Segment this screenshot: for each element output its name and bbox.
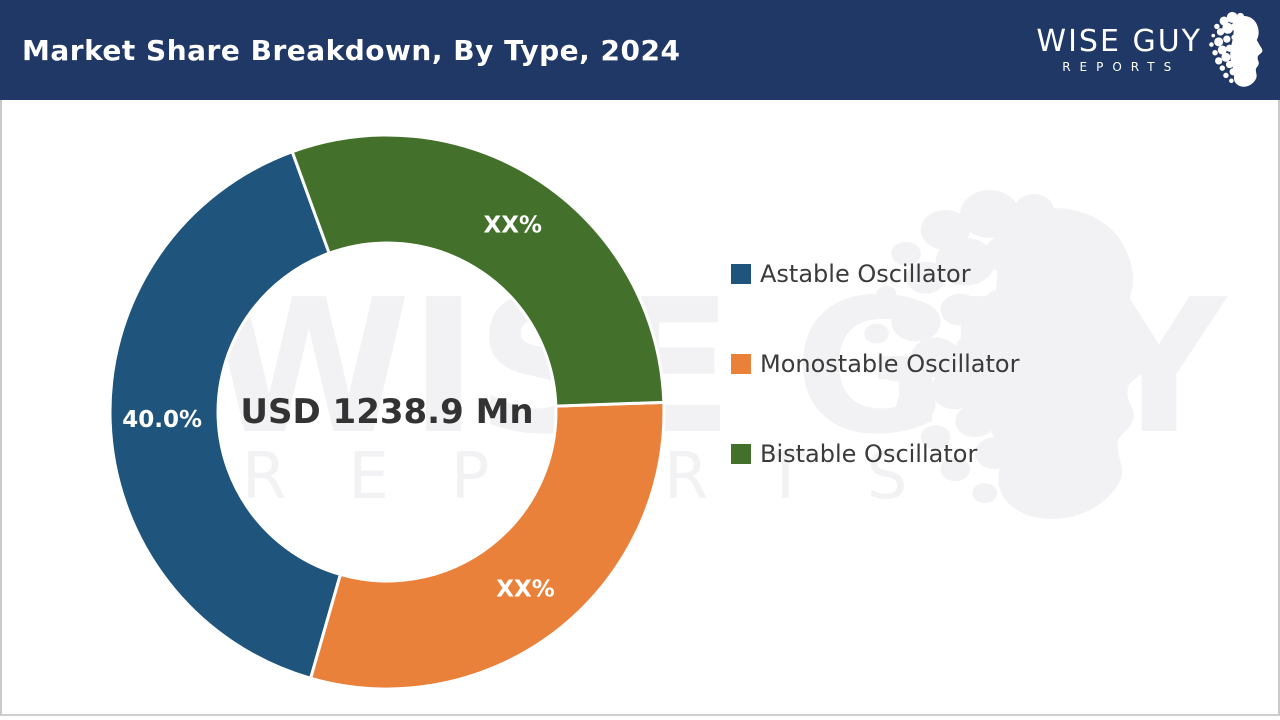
logo-wordmark: WISE GUY [1036,24,1202,59]
legend-label: Astable Oscillator [760,260,971,288]
legend-label: Bistable Oscillator [760,440,978,468]
wise-guy-logo: WISE GUY REPORTS [1036,8,1280,92]
slice-percentage-label: XX% [496,576,555,602]
donut-slice-astable-oscillator [108,150,342,680]
legend-item-astable: Astable Oscillator [731,261,1019,287]
legend-swatch-astable [731,264,751,284]
legend-item-bistable: Bistable Oscillator [731,441,1019,467]
header-bar: Market Share Breakdown, By Type, 2024 WI… [0,0,1280,100]
chart-legend: Astable Oscillator Monostable Oscillator… [731,261,1019,531]
donut-chart-svg: 40.0% XX% XX% [108,133,666,691]
logo-text: WISE GUY REPORTS [1036,24,1202,74]
legend-item-monostable: Monostable Oscillator [731,351,1019,377]
page-title: Market Share Breakdown, By Type, 2024 [22,33,681,67]
chart-panel: WISE GUY REPORTS 40.0%XX%XX% USD 1238.9 … [0,100,1280,716]
donut-chart: 40.0% XX% XX% [87,112,687,712]
legend-swatch-monostable [731,354,751,374]
legend-label: Monostable Oscillator [760,350,1020,378]
chart-center-value: USD 1238.9 Mn [240,392,534,432]
legend-swatch-bistable [731,444,751,464]
logo-subtitle: REPORTS [1062,60,1181,74]
logo-face-icon [1209,11,1263,87]
donut-slice-bistable-oscillator [290,133,666,408]
donut-slice-monostable-oscillator [309,400,666,691]
slice-percentage-label: XX% [484,212,543,238]
slice-percentage-label: 40.0% [122,407,202,433]
